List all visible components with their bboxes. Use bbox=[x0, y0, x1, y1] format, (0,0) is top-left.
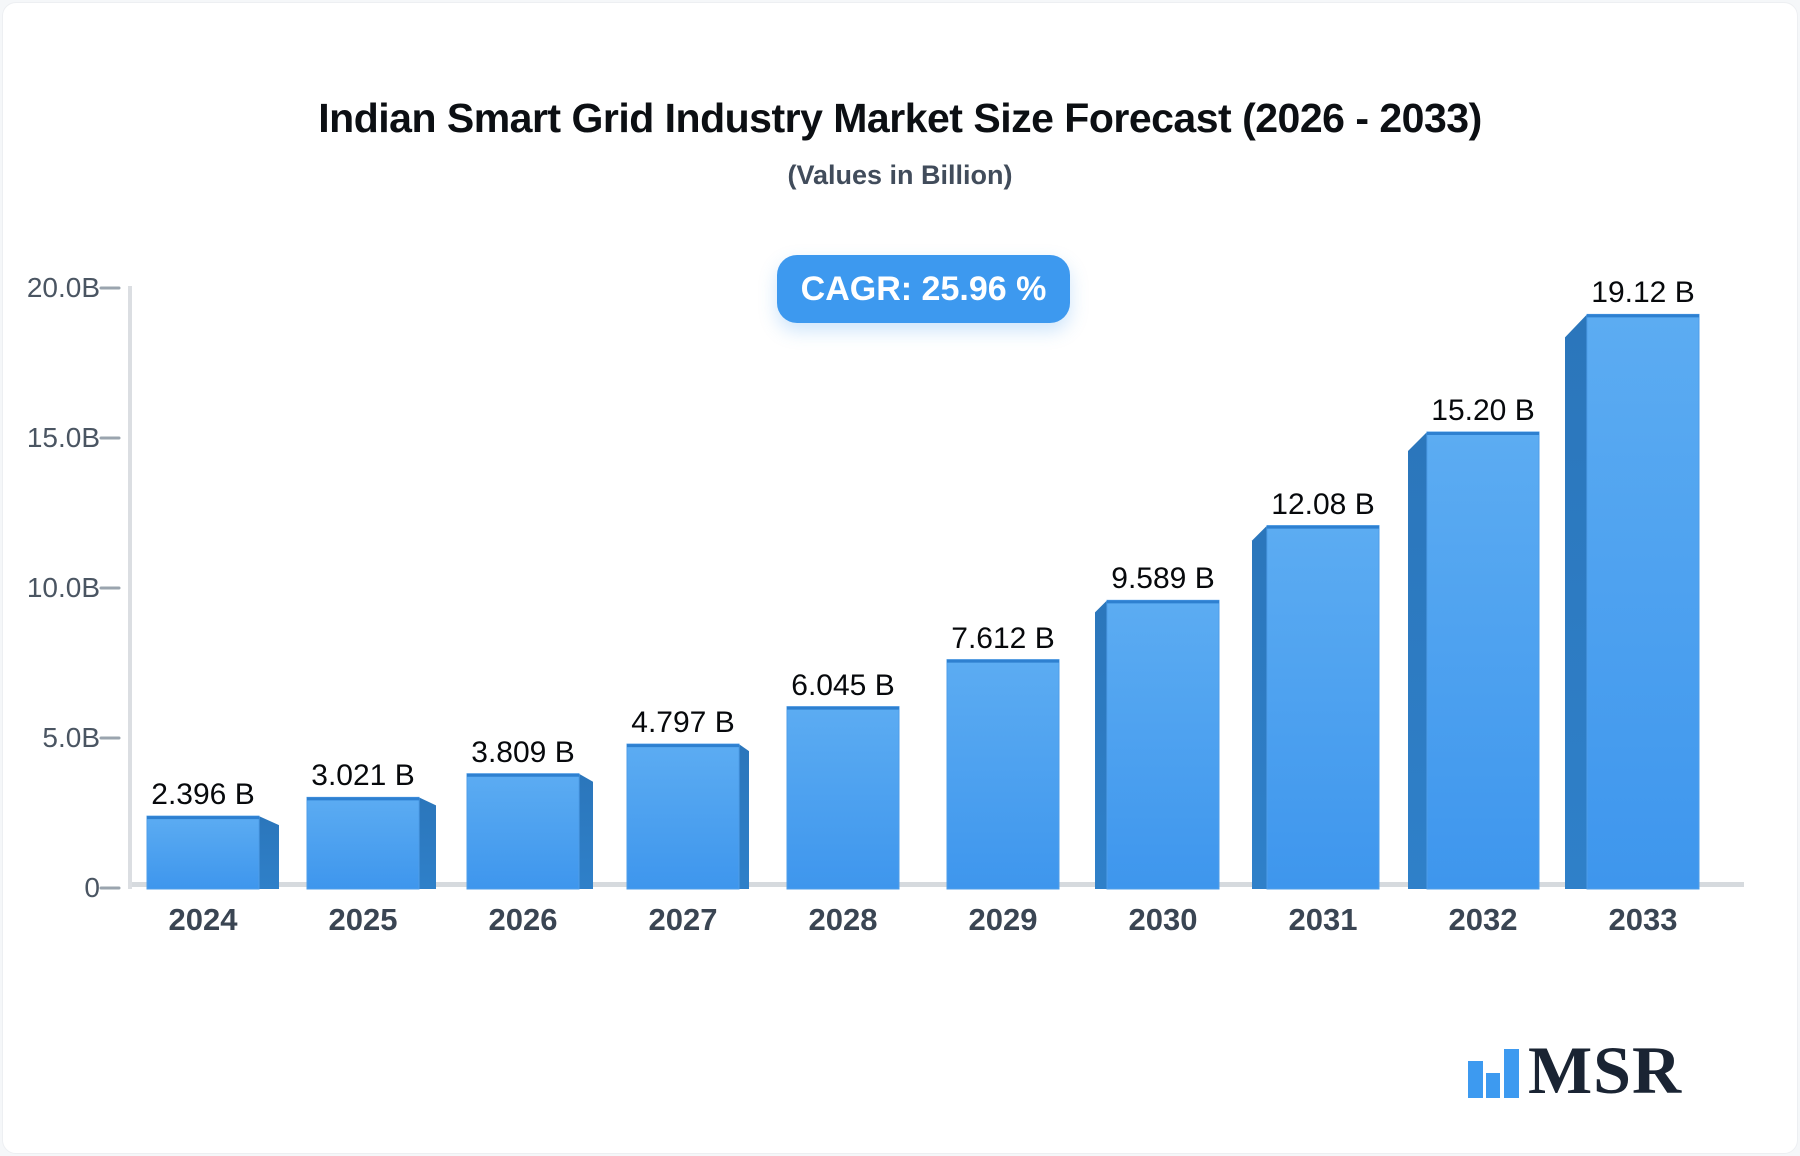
bar-value-label: 12.08 B bbox=[1271, 487, 1375, 521]
chart-subtitle: (Values in Billion) bbox=[787, 160, 1013, 190]
bar-2029 bbox=[946, 659, 1060, 890]
bar-value-label: 9.589 B bbox=[1111, 562, 1215, 596]
x-tick-label: 2028 bbox=[808, 902, 878, 937]
cagr-badge-label: CAGR: 25.96 % bbox=[800, 269, 1047, 308]
bar-value-label: 3.021 B bbox=[311, 759, 415, 793]
bar-value-label: 19.12 B bbox=[1591, 276, 1695, 310]
bar-value-label: 4.797 B bbox=[631, 706, 735, 740]
bar-side-3d bbox=[259, 816, 279, 889]
bar-side-3d bbox=[1408, 432, 1427, 889]
x-tick-label: 2030 bbox=[1128, 902, 1198, 937]
bar-side-3d bbox=[739, 744, 749, 889]
chart-title: Indian Smart Grid Industry Market Size F… bbox=[318, 95, 1482, 141]
msr-logo-text: MSR bbox=[1528, 1032, 1683, 1108]
x-tick-label: 2025 bbox=[328, 902, 398, 937]
bar-2028 bbox=[786, 706, 900, 890]
x-axis-line bbox=[128, 882, 1744, 887]
bar-side-3d bbox=[579, 773, 593, 889]
bar-value-label: 6.045 B bbox=[791, 668, 895, 702]
bar-2031 bbox=[1266, 525, 1380, 890]
bar-side-3d bbox=[1565, 314, 1587, 889]
y-tick-label: 20.0B bbox=[26, 272, 100, 303]
y-tick-label: 15.0B bbox=[26, 422, 100, 453]
x-tick-label: 2029 bbox=[968, 902, 1038, 937]
bar-2033 bbox=[1586, 313, 1700, 890]
bar-2024 bbox=[146, 815, 260, 890]
x-tick-label: 2031 bbox=[1288, 902, 1358, 937]
bar-value-label: 15.20 B bbox=[1431, 394, 1535, 427]
y-tick-label: 10.0B bbox=[26, 572, 100, 603]
bar-value-label: 2.396 B bbox=[151, 778, 255, 812]
bar-side-3d bbox=[1095, 600, 1107, 889]
bar-2030 bbox=[1106, 599, 1220, 890]
bar-2032 bbox=[1426, 431, 1540, 890]
x-tick-label: 2032 bbox=[1448, 902, 1518, 937]
bar-side-3d bbox=[1252, 525, 1267, 889]
x-tick-label: 2026 bbox=[488, 902, 558, 937]
bar-side-3d bbox=[419, 797, 436, 889]
bar-value-label: 7.612 B bbox=[951, 621, 1055, 655]
bar-2026 bbox=[466, 773, 580, 890]
bar-value-label: 3.809 B bbox=[471, 735, 575, 769]
msr-logo: MSR bbox=[1468, 1032, 1683, 1108]
x-tick-label: 2024 bbox=[168, 902, 238, 937]
cagr-badge: CAGR: 25.96 % bbox=[777, 255, 1070, 323]
bar-2027 bbox=[626, 743, 740, 890]
y-axis-line bbox=[128, 286, 132, 889]
x-tick-label: 2033 bbox=[1608, 902, 1678, 937]
x-tick-label: 2027 bbox=[648, 902, 718, 937]
y-tick-label: 5.0B bbox=[42, 722, 100, 753]
bar-2025 bbox=[306, 796, 420, 890]
y-tick-label: 0 bbox=[84, 872, 100, 903]
msr-logo-bars-icon bbox=[1468, 1049, 1519, 1098]
